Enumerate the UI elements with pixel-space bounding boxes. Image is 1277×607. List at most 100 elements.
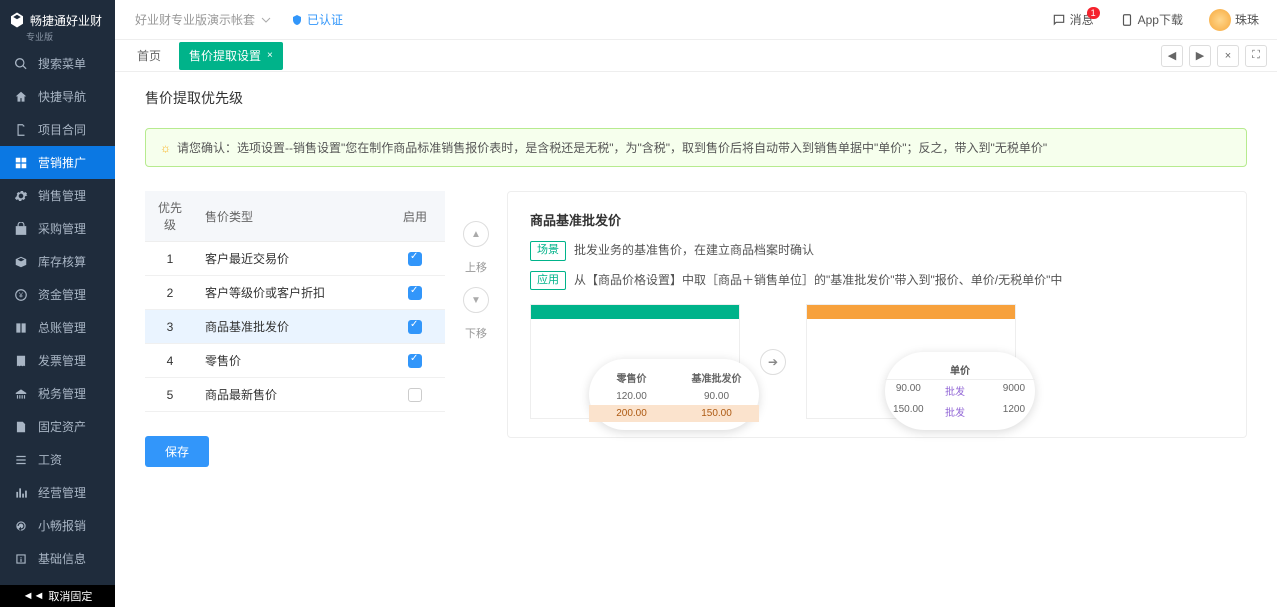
scene-tag: 场景 <box>530 241 566 261</box>
mock-source-image: 零售价 基准批发价 120.00 90.00 200.00 150.00 <box>530 304 740 419</box>
priority-table: 优先级 售价类型 启用 1客户最近交易价2客户等级价或客户折扣3商品基准批发价4… <box>145 191 445 412</box>
sidebar-item-label: 基础信息 <box>38 550 86 567</box>
sidebar-item-15[interactable]: 基础信息 <box>0 542 115 575</box>
sidebar-item-9[interactable]: 发票管理 <box>0 344 115 377</box>
move-down-label: 下移 <box>465 325 487 341</box>
tab-close-button[interactable]: × <box>1217 45 1239 67</box>
app-download-button[interactable]: App下载 <box>1112 11 1191 28</box>
cog-icon <box>14 189 28 203</box>
scene-text: 批发业务的基准售价，在建立商品档案时确认 <box>574 241 814 260</box>
messages-button[interactable]: 消息 1 <box>1044 11 1102 28</box>
table-row[interactable]: 4零售价 <box>145 344 445 378</box>
chevron-down-icon <box>261 15 271 25</box>
enable-checkbox[interactable] <box>408 388 422 402</box>
type-cell: 零售价 <box>195 344 385 378</box>
col-priority: 优先级 <box>145 191 195 242</box>
user-menu[interactable]: 珠珠 <box>1201 9 1267 31</box>
sidebar-item-label: 经营管理 <box>38 484 86 501</box>
sidebar-item-label: 总账管理 <box>38 319 86 336</box>
enable-checkbox[interactable] <box>408 320 422 334</box>
list-icon <box>14 453 28 467</box>
search-icon <box>14 57 28 71</box>
logo-icon <box>8 11 26 29</box>
sidebar-item-0[interactable]: 搜索菜单 <box>0 47 115 80</box>
enable-checkbox[interactable] <box>408 252 422 266</box>
sidebar-item-14[interactable]: 小畅报销 <box>0 509 115 542</box>
sidebar-item-7[interactable]: ¥资金管理 <box>0 278 115 311</box>
book-icon <box>14 321 28 335</box>
table-row[interactable]: 2客户等级价或客户折扣 <box>145 276 445 310</box>
table-row[interactable]: 1客户最近交易价 <box>145 242 445 276</box>
tab-active[interactable]: 售价提取设置 × <box>179 42 283 70</box>
money-icon: ¥ <box>14 288 28 302</box>
sidebar-item-1[interactable]: 快捷导航 <box>0 80 115 113</box>
avatar <box>1209 9 1231 31</box>
sidebar-item-label: 发票管理 <box>38 352 86 369</box>
tabs-bar: 首页 售价提取设置 × ◀ ▶ × ⛶ <box>115 40 1277 72</box>
sidebar-item-label: 销售管理 <box>38 187 86 204</box>
account-selector[interactable]: 好业财专业版演示帐套 <box>125 11 281 28</box>
detail-title: 商品基准批发价 <box>530 210 1224 229</box>
sidebar-item-8[interactable]: 总账管理 <box>0 311 115 344</box>
brand-sub: 专业版 <box>0 30 115 43</box>
sidebar-item-2[interactable]: 项目合同 <box>0 113 115 146</box>
type-cell: 商品基准批发价 <box>195 310 385 344</box>
sidebar-item-10[interactable]: 税务管理 <box>0 377 115 410</box>
notice-banner: ☼ 请您确认：选项设置--销售设置"您在制作商品标准销售报价表时，是含税还是无税… <box>145 128 1247 167</box>
sidebar-item-16[interactable]: 系统管理 <box>0 575 115 585</box>
tab-prev-button[interactable]: ◀ <box>1161 45 1183 67</box>
bag-icon <box>14 222 28 236</box>
message-badge: 1 <box>1087 7 1100 19</box>
sidebar-item-label: 采购管理 <box>38 220 86 237</box>
move-controls: ▲ 上移 ▼ 下移 <box>463 191 489 341</box>
sidebar-items: 搜索菜单快捷导航项目合同营销推广销售管理采购管理库存核算¥资金管理总账管理发票管… <box>0 47 115 585</box>
move-down-button[interactable]: ▼ <box>463 287 489 313</box>
sidebar-item-label: 税务管理 <box>38 385 86 402</box>
sidebar-item-label: 快捷导航 <box>38 88 86 105</box>
enable-checkbox[interactable] <box>408 286 422 300</box>
sidebar-item-11[interactable]: 固定资产 <box>0 410 115 443</box>
arrow-icon: ➔ <box>760 349 786 375</box>
save-button[interactable]: 保存 <box>145 436 209 467</box>
sidebar-item-label: 工资 <box>38 451 62 468</box>
fullscreen-button[interactable]: ⛶ <box>1245 45 1267 67</box>
type-cell: 客户等级价或客户折扣 <box>195 276 385 310</box>
table-row[interactable]: 5商品最新售价 <box>145 378 445 412</box>
topbar: 好业财专业版演示帐套 已认证 消息 1 App下载 珠珠 <box>115 0 1277 40</box>
move-up-label: 上移 <box>465 259 487 275</box>
verified-badge: 已认证 <box>291 11 343 28</box>
mock-target-image: 单价 90.00 批发 9000 150.00 批发 1200 <box>806 304 1016 419</box>
sidebar-item-label: 项目合同 <box>38 121 86 138</box>
shield-icon <box>291 14 303 26</box>
sidebar-item-6[interactable]: 库存核算 <box>0 245 115 278</box>
sidebar-item-5[interactable]: 采购管理 <box>0 212 115 245</box>
close-tab-icon[interactable]: × <box>267 50 273 61</box>
col-enable: 启用 <box>385 191 445 242</box>
app-tag: 应用 <box>530 271 566 291</box>
pin-icon: ◄◄ <box>23 590 45 602</box>
receipt-icon <box>14 354 28 368</box>
table-row[interactable]: 3商品基准批发价 <box>145 310 445 344</box>
sidebar: 畅捷通好业财 专业版 搜索菜单快捷导航项目合同营销推广销售管理采购管理库存核算¥… <box>0 0 115 607</box>
unpin-button[interactable]: ◄◄ 取消固定 <box>0 585 115 607</box>
move-up-button[interactable]: ▲ <box>463 221 489 247</box>
page-title: 售价提取优先级 <box>145 88 1247 108</box>
phone-icon <box>1120 13 1134 27</box>
sidebar-item-13[interactable]: 经营管理 <box>0 476 115 509</box>
tab-next-button[interactable]: ▶ <box>1189 45 1211 67</box>
sidebar-item-label: 固定资产 <box>38 418 86 435</box>
doc2-icon <box>14 420 28 434</box>
refresh-icon <box>14 519 28 533</box>
type-cell: 客户最近交易价 <box>195 242 385 276</box>
sidebar-item-12[interactable]: 工资 <box>0 443 115 476</box>
priority-cell: 5 <box>145 378 195 412</box>
sidebar-item-3[interactable]: 营销推广 <box>0 146 115 179</box>
box-icon <box>14 255 28 269</box>
enable-checkbox[interactable] <box>408 354 422 368</box>
bank-icon <box>14 387 28 401</box>
tab-home[interactable]: 首页 <box>125 42 173 70</box>
type-cell: 商品最新售价 <box>195 378 385 412</box>
sidebar-item-4[interactable]: 销售管理 <box>0 179 115 212</box>
doc-icon <box>14 123 28 137</box>
priority-cell: 1 <box>145 242 195 276</box>
